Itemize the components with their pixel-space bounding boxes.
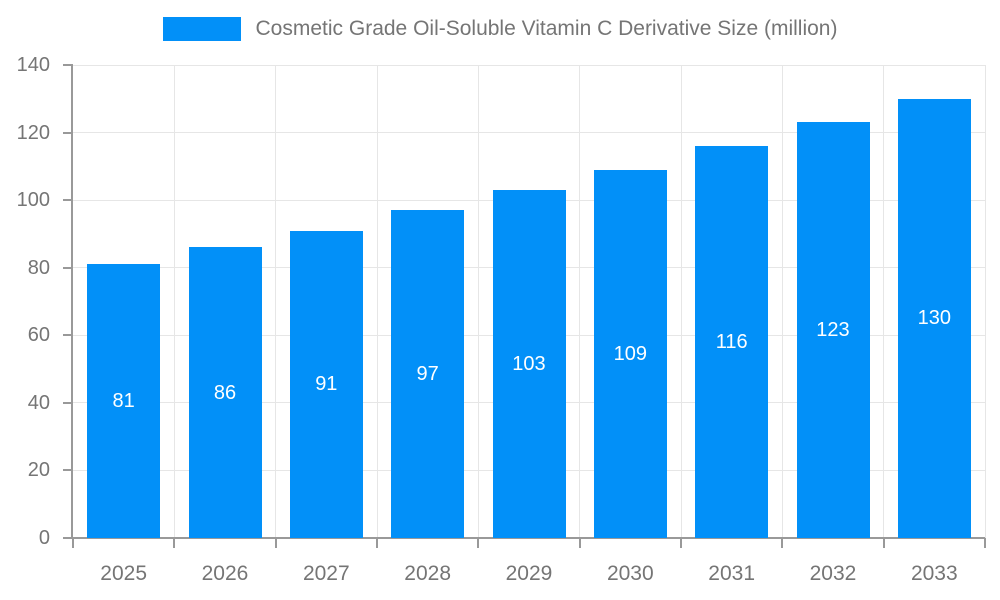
gridline-vertical (275, 65, 277, 538)
x-axis-tick-label: 2027 (302, 562, 350, 585)
y-axis-tick (63, 266, 73, 269)
gridline-vertical (579, 65, 581, 538)
bar-value-label: 130 (917, 307, 951, 330)
x-axis-tick (477, 538, 480, 548)
gridline-vertical (680, 65, 682, 538)
bar-2027[interactable] (289, 230, 363, 538)
x-axis-tick (173, 538, 176, 548)
x-axis-tick-label: 2030 (606, 562, 654, 585)
x-axis-tick (72, 538, 74, 548)
x-axis-tick-label: 2033 (910, 562, 958, 585)
x-axis-tick-label: 2026 (201, 562, 249, 585)
plot-area: 0 20 40 60 80 100 120 140 81 2025 86 2026 91 2027 97 20… (17, 54, 986, 585)
bar-2030[interactable] (593, 169, 667, 538)
gridline-vertical (173, 65, 175, 538)
x-axis-tick-label: 2025 (100, 562, 148, 585)
y-axis-tick-label: 60 (27, 324, 50, 347)
y-axis-tick-label: 20 (27, 459, 50, 482)
gridline-horizontal (73, 64, 985, 66)
x-axis-line (63, 537, 985, 539)
gridline-horizontal (73, 132, 985, 134)
legend-swatch (162, 17, 241, 41)
y-axis-tick-label: 0 (38, 527, 50, 549)
x-axis-tick (882, 538, 885, 548)
gridline-vertical (984, 65, 986, 538)
bar-2029[interactable] (492, 190, 566, 538)
bar-value-label: 116 (715, 331, 748, 354)
y-axis-tick (63, 131, 73, 134)
bar-value-label: 97 (416, 363, 439, 386)
y-axis-tick-label: 140 (16, 54, 50, 76)
bar-2026[interactable] (188, 247, 262, 538)
x-axis-tick-label: 2031 (708, 562, 756, 585)
y-axis-tick (63, 537, 73, 539)
y-axis-tick (63, 64, 73, 66)
x-axis-tick (578, 538, 581, 548)
gridline-vertical (477, 65, 479, 538)
bar-value-label: 86 (213, 381, 237, 404)
bar-2033[interactable] (897, 98, 971, 538)
bar-value-label: 91 (315, 373, 338, 396)
bar-2025[interactable] (87, 264, 161, 538)
x-axis-tick (376, 538, 378, 548)
legend[interactable]: Cosmetic Grade Oil-Soluble Vitamin C Der… (0, 17, 1000, 41)
x-axis-tick-label: 2029 (505, 562, 553, 585)
y-axis-tick-label: 80 (27, 256, 50, 279)
x-axis-tick (984, 538, 986, 548)
x-axis-tick (680, 538, 682, 548)
bar-value-label: 109 (613, 342, 647, 365)
bar-value-label: 103 (512, 353, 546, 375)
legend-label: Cosmetic Grade Oil-Soluble Vitamin C Der… (255, 17, 838, 40)
y-axis-line (71, 65, 73, 538)
x-axis-tick-label: 2032 (809, 562, 857, 585)
gridline-vertical (781, 65, 783, 538)
gridline-vertical (376, 65, 378, 538)
y-axis-tick (63, 469, 73, 472)
y-axis-tick (63, 401, 73, 404)
bar-2032[interactable] (796, 122, 870, 538)
y-axis-tick-label: 120 (16, 121, 50, 144)
x-axis-tick (781, 538, 784, 548)
bar-2028[interactable] (391, 210, 465, 538)
bar-value-label: 123 (816, 319, 850, 342)
y-axis-tick-label: 100 (16, 189, 50, 212)
y-axis-tick-label: 40 (27, 391, 50, 414)
y-axis-tick (63, 334, 73, 337)
bar-value-label: 81 (112, 390, 135, 413)
bar-2031[interactable] (695, 146, 769, 538)
x-axis-tick (274, 538, 277, 548)
x-axis-tick-label: 2028 (404, 562, 452, 585)
gridline-vertical (883, 65, 885, 538)
y-axis-tick (63, 199, 73, 202)
